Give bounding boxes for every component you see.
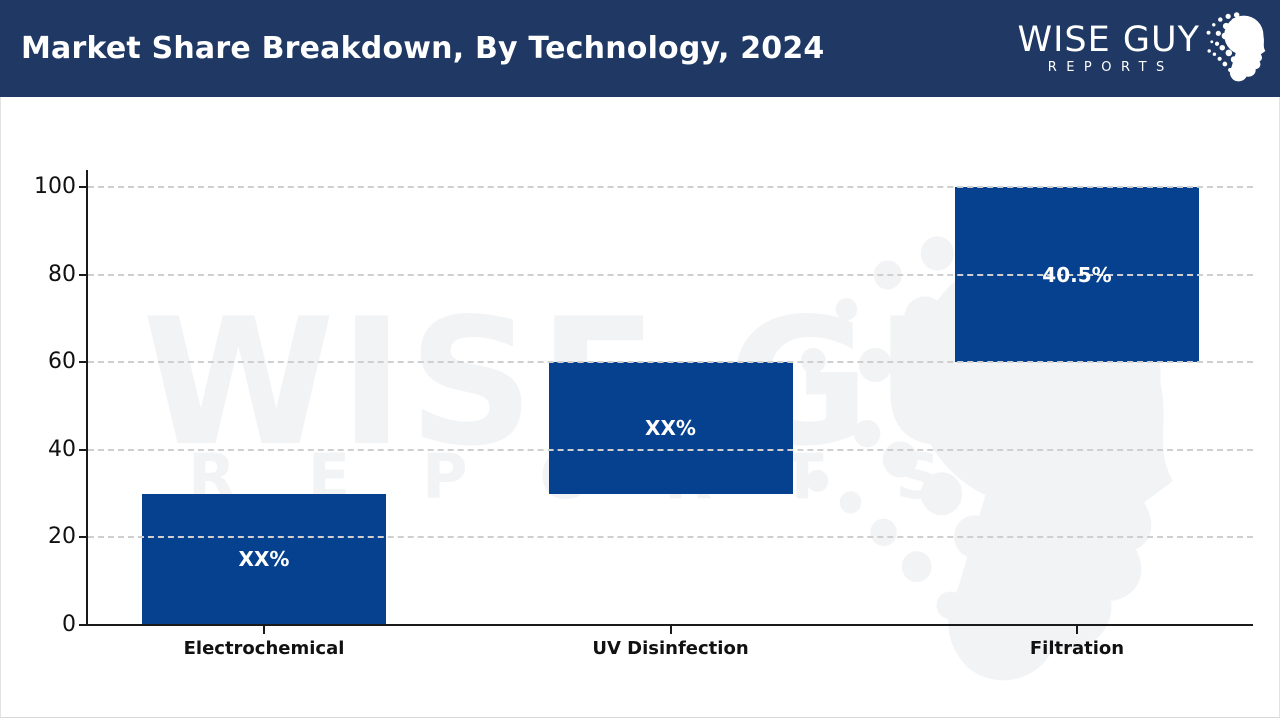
x-tick-electrochemical — [263, 626, 265, 634]
bar-uv-disinfection — [548, 362, 793, 494]
x-axis-line — [86, 624, 1253, 626]
y-tick-80 — [79, 273, 87, 276]
logo-reports-label: REPORTS — [1047, 60, 1174, 75]
category-label-uv-disinfection: UV Disinfection — [592, 638, 749, 659]
y-tick-label-20: 20 — [48, 524, 76, 550]
category-label-electrochemical: Electrochemical — [183, 638, 345, 659]
logo-wise-guy-label: WISE GUY — [1017, 20, 1200, 60]
y-tick-0 — [79, 624, 87, 626]
y-tick-label-80: 80 — [48, 261, 76, 287]
y-axis-line — [86, 170, 88, 626]
logo-text: WISE GUY REPORTS — [1017, 20, 1200, 75]
category-label-filtration: Filtration — [1029, 638, 1125, 659]
bar-value-label-uv-disinfection: XX% — [645, 415, 696, 440]
gridline-20 — [88, 536, 1253, 539]
gridline-100 — [88, 186, 1253, 188]
gridline-80 — [88, 273, 1253, 276]
y-tick-label-60: 60 — [48, 349, 76, 375]
bar-value-label-electrochemical: XX% — [238, 547, 290, 572]
gridline-40 — [88, 448, 1253, 451]
y-tick-20 — [79, 536, 87, 539]
x-tick-uv-disinfection — [669, 626, 672, 634]
x-tick-filtration — [1076, 626, 1078, 634]
wise-guy-reports-logo: WISE GUY REPORTS — [1017, 8, 1270, 90]
gridline-60 — [88, 361, 1253, 364]
y-tick-60 — [79, 361, 87, 364]
y-tick-label-40: 40 — [48, 436, 76, 462]
chart-title: Market Share Breakdown, By Technology, 2… — [21, 31, 825, 66]
bar-value-label-filtration: 40.5% — [1042, 262, 1112, 287]
header-bar: Market Share Breakdown, By Technology, 2… — [0, 0, 1280, 97]
y-tick-label-100: 100 — [34, 174, 76, 199]
y-tick-40 — [79, 448, 87, 451]
bar-electrochemical — [142, 493, 386, 625]
y-tick-label-0: 0 — [62, 612, 76, 637]
y-tick-100 — [79, 186, 87, 188]
